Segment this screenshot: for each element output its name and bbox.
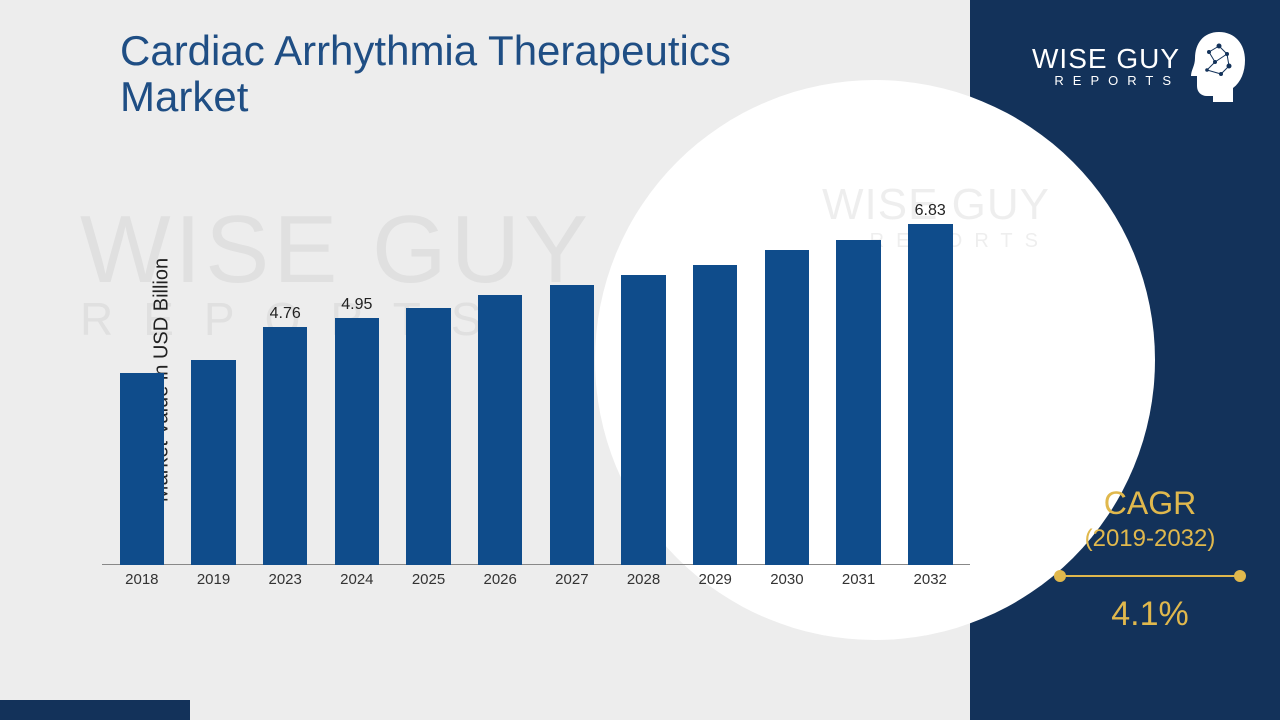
bar-group: 2029 (683, 165, 747, 565)
x-tick-label: 2030 (770, 571, 803, 588)
bar-value-label: 6.83 (915, 202, 946, 220)
bar-group: 4.762023 (253, 165, 317, 565)
chart-area: Market Value in USD Billion 201820194.76… (60, 165, 970, 595)
x-tick-label: 2028 (627, 571, 660, 588)
bar-group: 2026 (468, 165, 532, 565)
brand-line2: REPORTS (1032, 74, 1180, 88)
bar-group: 2018 (110, 165, 174, 565)
brand-logo: WISE GUY REPORTS (1032, 30, 1250, 102)
bar (120, 373, 165, 566)
cagr-title: CAGR (1060, 485, 1240, 522)
x-tick-label: 2019 (197, 571, 230, 588)
bar-group: 2031 (827, 165, 891, 565)
bar-group: 2027 (540, 165, 604, 565)
bar-group: 2025 (397, 165, 461, 565)
cagr-range: (2019-2032) (1060, 525, 1240, 553)
bar (478, 295, 523, 565)
x-tick-label: 2029 (699, 571, 732, 588)
x-tick-label: 2027 (555, 571, 588, 588)
bar (263, 327, 308, 565)
bar (836, 240, 881, 565)
bar-group: 6.832032 (898, 165, 962, 565)
x-tick-label: 2025 (412, 571, 445, 588)
x-tick-label: 2023 (268, 571, 301, 588)
bar (908, 224, 953, 566)
bar (765, 250, 810, 565)
x-tick-label: 2018 (125, 571, 158, 588)
x-tick-label: 2031 (842, 571, 875, 588)
bar (693, 265, 738, 565)
bar-group: 4.952024 (325, 165, 389, 565)
bar (550, 285, 595, 565)
bar-value-label: 4.95 (341, 296, 372, 314)
bar (621, 275, 666, 565)
cagr-divider (1060, 575, 1240, 577)
bar-group: 2019 (182, 165, 246, 565)
bar (335, 318, 380, 566)
bottom-strip (0, 700, 190, 720)
x-tick-label: 2026 (484, 571, 517, 588)
bar-plot: 201820194.7620234.9520242025202620272028… (102, 165, 970, 565)
chart-title: Cardiac Arrhythmia Therapeutics Market (120, 28, 800, 120)
brand-line1: WISE GUY (1032, 44, 1180, 73)
cagr-box: CAGR (2019-2032) 4.1% (1060, 485, 1240, 634)
x-tick-label: 2032 (914, 571, 947, 588)
bar (406, 308, 451, 566)
bar-value-label: 4.76 (270, 305, 301, 323)
bar-group: 2028 (612, 165, 676, 565)
brain-head-icon (1188, 30, 1250, 102)
bar-group: 2030 (755, 165, 819, 565)
bar (191, 360, 236, 565)
x-tick-label: 2024 (340, 571, 373, 588)
cagr-value: 4.1% (1060, 595, 1240, 634)
